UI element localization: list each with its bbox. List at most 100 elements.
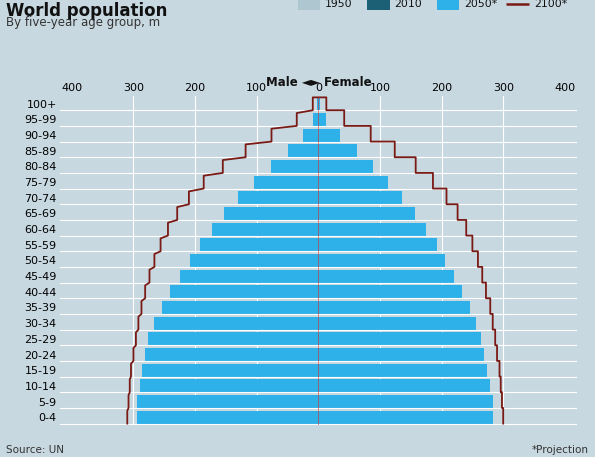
Bar: [303, 129, 318, 142]
Bar: [190, 254, 318, 267]
Bar: [318, 254, 332, 267]
Bar: [274, 379, 318, 392]
Bar: [295, 301, 318, 314]
Bar: [318, 364, 487, 377]
Bar: [318, 286, 380, 298]
Bar: [318, 286, 338, 298]
Bar: [145, 348, 318, 361]
Bar: [318, 364, 417, 377]
Bar: [318, 379, 423, 392]
Bar: [263, 270, 318, 282]
Bar: [318, 144, 324, 157]
Text: 2050*: 2050*: [464, 0, 497, 9]
Bar: [312, 207, 318, 220]
Bar: [318, 160, 320, 173]
Bar: [154, 317, 318, 329]
Bar: [298, 286, 318, 298]
Bar: [254, 176, 318, 189]
Text: Male ◄► Female: Male ◄► Female: [265, 76, 371, 89]
Bar: [318, 239, 437, 251]
Bar: [318, 411, 368, 424]
Bar: [318, 176, 388, 189]
Bar: [318, 286, 462, 298]
Bar: [317, 129, 318, 142]
Bar: [318, 191, 402, 204]
Bar: [142, 364, 318, 377]
Bar: [318, 411, 493, 424]
Bar: [309, 160, 318, 173]
Bar: [212, 223, 318, 235]
Bar: [318, 207, 346, 220]
Text: By five-year age group, m: By five-year age group, m: [6, 16, 160, 29]
Bar: [318, 160, 329, 173]
Bar: [136, 411, 318, 424]
Bar: [203, 395, 318, 408]
Bar: [318, 317, 397, 329]
Bar: [318, 364, 356, 377]
Bar: [170, 286, 318, 298]
Bar: [318, 332, 406, 345]
Bar: [317, 160, 318, 173]
Bar: [292, 317, 318, 329]
Bar: [288, 144, 318, 157]
Bar: [315, 176, 318, 189]
Bar: [292, 207, 318, 220]
Bar: [246, 301, 318, 314]
Bar: [301, 270, 318, 282]
Bar: [318, 239, 358, 251]
Bar: [148, 332, 318, 345]
Bar: [227, 332, 318, 345]
Bar: [270, 395, 318, 408]
Text: 2100*: 2100*: [534, 0, 567, 9]
Bar: [180, 270, 318, 282]
Bar: [162, 301, 318, 314]
Bar: [238, 191, 318, 204]
Bar: [237, 317, 318, 329]
Bar: [318, 191, 323, 204]
Bar: [304, 254, 318, 267]
Bar: [318, 144, 356, 157]
Bar: [318, 317, 476, 329]
Bar: [318, 144, 320, 157]
Text: Source: UN: Source: UN: [6, 445, 64, 455]
Bar: [318, 113, 326, 126]
Bar: [136, 395, 318, 408]
Text: *Projection: *Projection: [532, 445, 589, 455]
Bar: [318, 348, 411, 361]
Bar: [313, 113, 318, 126]
Bar: [270, 254, 318, 267]
Bar: [318, 176, 334, 189]
Bar: [318, 411, 432, 424]
Text: 2010: 2010: [394, 0, 422, 9]
Bar: [210, 379, 318, 392]
Bar: [318, 239, 329, 251]
Bar: [318, 301, 388, 314]
Bar: [200, 411, 318, 424]
Bar: [318, 348, 352, 361]
Bar: [318, 270, 372, 282]
Bar: [318, 301, 470, 314]
Bar: [215, 364, 318, 377]
Bar: [318, 270, 454, 282]
Bar: [318, 254, 366, 267]
Bar: [318, 176, 321, 189]
Bar: [314, 144, 318, 157]
Bar: [318, 129, 340, 142]
Bar: [318, 379, 490, 392]
Bar: [284, 348, 318, 361]
Bar: [318, 379, 361, 392]
Bar: [318, 332, 347, 345]
Bar: [304, 176, 318, 189]
Bar: [318, 254, 445, 267]
Bar: [307, 239, 318, 251]
Bar: [318, 223, 327, 235]
Text: 1950: 1950: [325, 0, 352, 9]
Bar: [280, 364, 318, 377]
Bar: [278, 239, 318, 251]
Bar: [317, 97, 318, 110]
Bar: [318, 332, 481, 345]
Bar: [288, 332, 318, 345]
Bar: [285, 223, 318, 235]
Bar: [318, 395, 366, 408]
Bar: [314, 191, 318, 204]
